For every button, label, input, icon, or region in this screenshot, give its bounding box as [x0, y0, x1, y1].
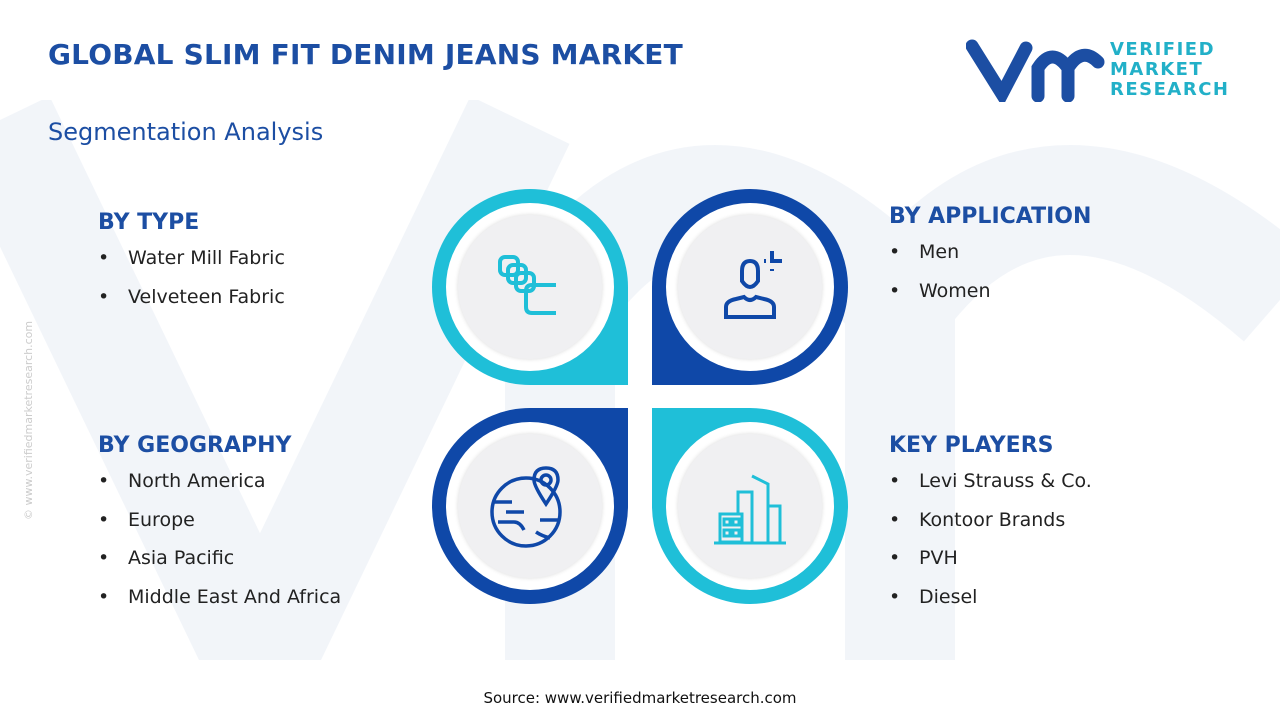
quadrant-key-players [652, 408, 848, 604]
list-item: Europe [98, 509, 341, 548]
segment-heading: BY GEOGRAPHY [98, 433, 292, 458]
person-icon [724, 251, 782, 319]
vmr-logo [966, 39, 1105, 102]
page-subtitle: Segmentation Analysis [48, 118, 324, 146]
list-item: PVH [889, 547, 1092, 586]
list-item: Levi Strauss & Co. [889, 470, 1092, 509]
segment-by-application: BY APPLICATION MenWomen [889, 204, 1091, 318]
buildings-icon [714, 474, 786, 545]
list-item: Water Mill Fabric [98, 247, 285, 286]
list-item: Asia Pacific [98, 547, 341, 586]
segment-by-type: BY TYPE Water Mill FabricVelveteen Fabri… [98, 210, 285, 324]
segment-key-players: KEY PLAYERS Levi Strauss & Co.Kontoor Br… [889, 433, 1092, 624]
segment-heading: BY APPLICATION [889, 204, 1092, 229]
list-item: Kontoor Brands [889, 509, 1092, 548]
side-watermark-text: © www.verifiedmarketresearch.com [22, 320, 35, 520]
list-item: Women [889, 280, 1091, 319]
fabric-layers-icon [498, 255, 556, 315]
list-item: Middle East And Africa [98, 586, 341, 625]
list-item: Velveteen Fabric [98, 286, 285, 325]
globe-pin-icon [490, 466, 562, 548]
segment-heading: BY TYPE [98, 210, 200, 235]
logo-text: VERIFIED MARKET RESEARCH [1110, 39, 1230, 100]
quadrant-application [652, 189, 848, 385]
quadrant-type [432, 189, 628, 385]
list-item: North America [98, 470, 341, 509]
segment-by-geography: BY GEOGRAPHY North AmericaEuropeAsia Pac… [98, 433, 341, 624]
list-item: Diesel [889, 586, 1092, 625]
quadrant-geography [432, 408, 628, 604]
segment-heading: KEY PLAYERS [889, 433, 1054, 458]
list-item: Men [889, 241, 1091, 280]
page-title: GLOBAL SLIM FIT DENIM JEANS MARKET [48, 38, 683, 71]
source-text: Source: www.verifiedmarketresearch.com [483, 689, 797, 707]
